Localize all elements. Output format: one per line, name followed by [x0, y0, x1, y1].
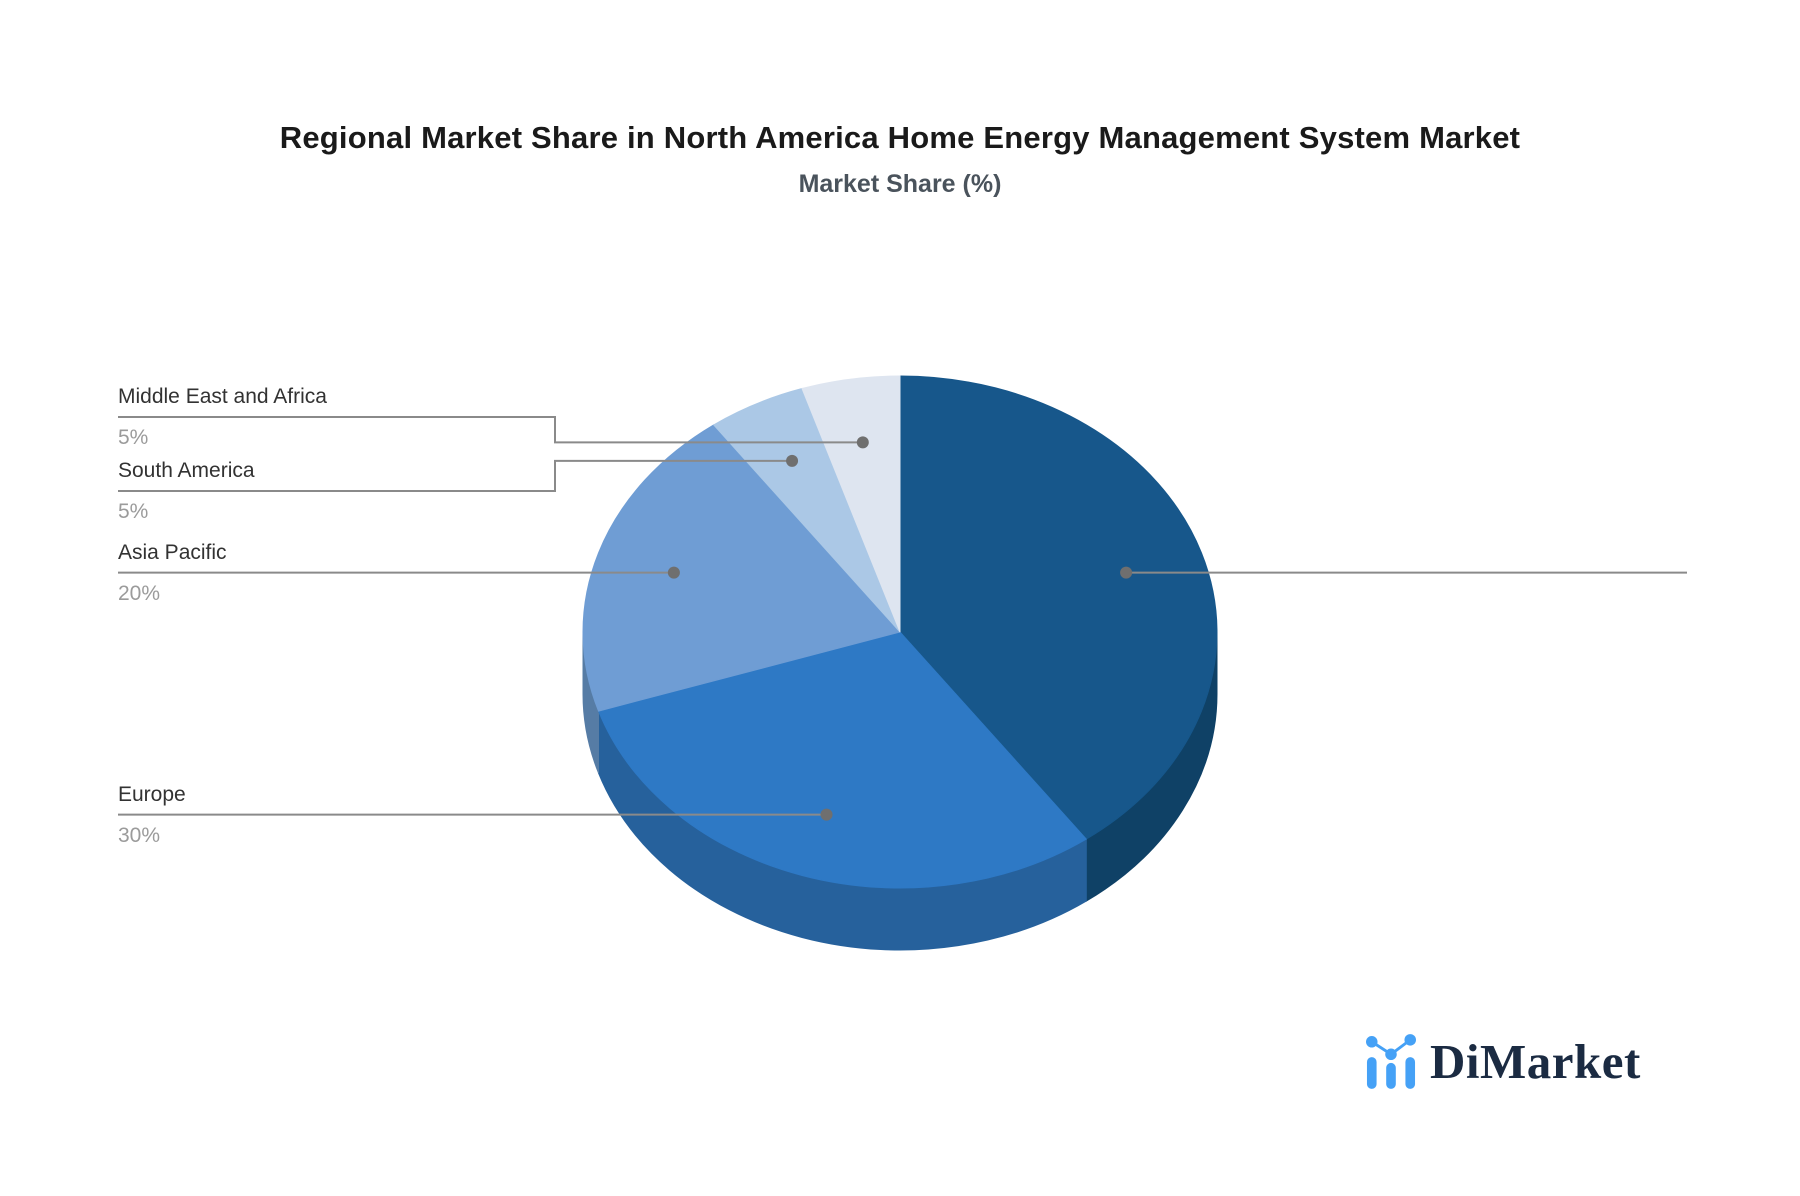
slice-label-name: Middle East and Africa — [118, 385, 327, 408]
brand-logo: DiMarket — [1366, 1032, 1641, 1090]
leader-dot-south-america — [786, 454, 799, 467]
slice-label-value: 20% — [118, 581, 161, 605]
chart-title: Regional Market Share in North America H… — [279, 120, 1521, 155]
pie-slice-north-america[interactable] — [899, 375, 1218, 840]
slice-label-value: 5% — [118, 426, 149, 449]
leader-dot-middle-east-and-africa — [856, 436, 869, 449]
pie-slice-middle-east-and-africa[interactable] — [801, 375, 901, 633]
slice-label-value: 5% — [118, 500, 149, 523]
slice-label-name: South America — [118, 459, 255, 482]
pie-slice-europe[interactable] — [597, 631, 1088, 889]
slice-label-name: Asia Pacific — [118, 540, 227, 564]
slice-label-name: Europe — [118, 782, 186, 806]
leader-dot-europe — [820, 808, 833, 821]
chart-subtitle: Market Share (%) — [798, 170, 1002, 198]
bar-chart-logo-icon — [1366, 1034, 1416, 1089]
slice-label-value: 30% — [118, 823, 161, 847]
pie-slice-asia-pacific[interactable] — [582, 424, 901, 712]
leader-line-south-america — [118, 459, 793, 492]
leader-dot-asia-pacific — [667, 566, 680, 579]
leader-dot-north-america — [1120, 566, 1133, 579]
brand-logo-text: DiMarket — [1430, 1034, 1641, 1089]
leader-line-middle-east-and-africa — [118, 416, 863, 444]
